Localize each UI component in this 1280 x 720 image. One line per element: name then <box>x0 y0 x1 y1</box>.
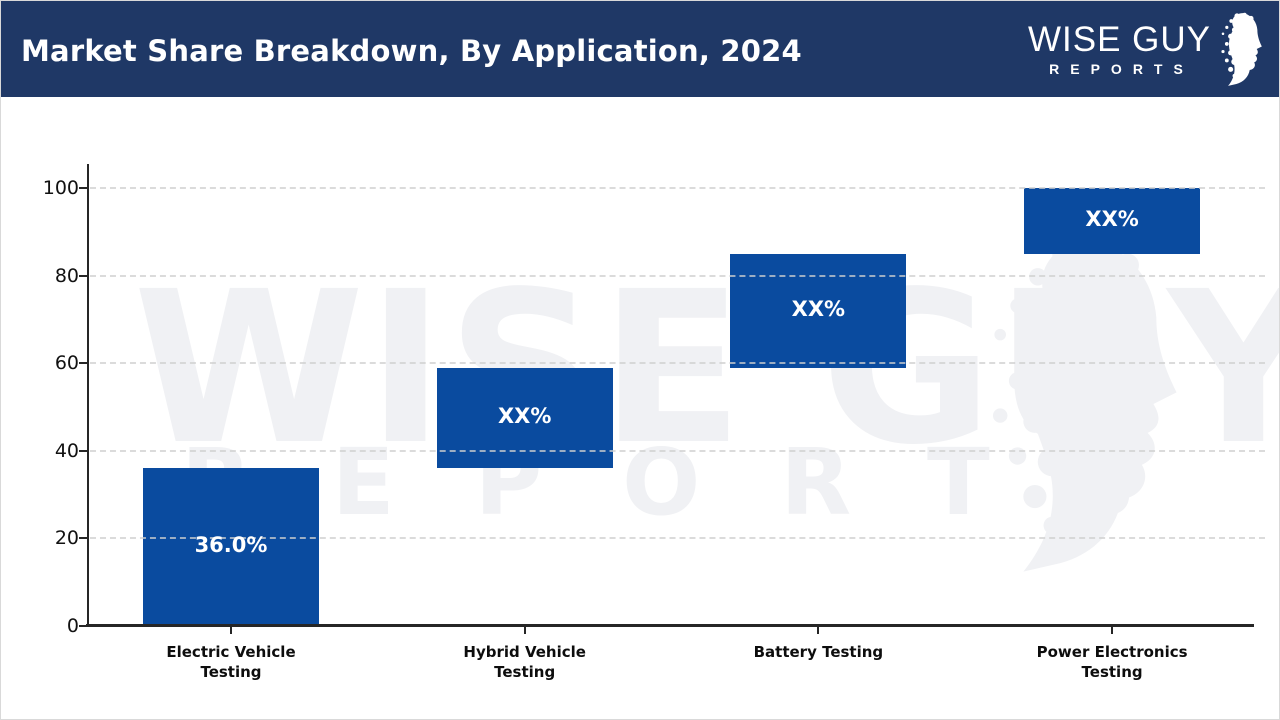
x-category-label-line: Battery Testing <box>753 643 884 661</box>
brand-logo: WISE GUY REPORTS <box>1028 10 1265 88</box>
x-tick-mark-battery-testing <box>817 627 820 634</box>
x-category-label-power-electronics-testing: Power Electronics Testing <box>962 642 1262 682</box>
y-tick-label-20: 20 <box>54 527 79 550</box>
x-category-label-line: Testing <box>494 663 556 681</box>
x-category-label-line: Electric Vehicle <box>166 643 296 661</box>
brand-logo-subtitle: REPORTS <box>1049 61 1194 77</box>
gridline-80 <box>90 274 1265 277</box>
y-tick-label-100: 100 <box>42 177 79 199</box>
bar-value-label-electric-vehicle-testing: 36.0% <box>194 533 268 558</box>
brand-logo-name: WISE GUY <box>1027 20 1211 59</box>
gridline-40 <box>90 449 1265 452</box>
bar-value-label-power-electronics-testing: XX% <box>1085 206 1139 231</box>
gridline-20 <box>90 537 1265 540</box>
x-tick-mark-power-electronics-testing <box>1111 627 1114 634</box>
y-tick-label-40: 40 <box>54 439 79 462</box>
y-tick-mark-60 <box>79 362 88 365</box>
bar-value-label-hybrid-vehicle-testing: XX% <box>497 403 552 428</box>
x-category-label-line: Testing <box>1081 663 1143 681</box>
x-category-label-electric-vehicle-testing: Electric Vehicle Testing <box>81 642 381 682</box>
y-axis-spine <box>87 164 89 627</box>
bar-battery-testing <box>730 253 907 368</box>
bar-electric-vehicle-testing <box>143 468 319 626</box>
y-tick-label-0: 0 <box>66 615 79 637</box>
brand-logo-text: WISE GUY REPORTS <box>1028 20 1211 78</box>
brand-face-icon <box>1221 12 1262 86</box>
x-category-label-line: Testing <box>200 663 262 681</box>
x-tick-mark-hybrid-vehicle-testing <box>523 627 526 634</box>
gridline-100 <box>90 187 1265 189</box>
watermark-reports-text: REPORTS <box>181 429 1217 536</box>
x-tick-mark-electric-vehicle-testing <box>230 627 232 634</box>
gridline-60 <box>90 362 1265 365</box>
bar-power-electronics-testing <box>1024 188 1201 254</box>
y-tick-mark-100 <box>79 187 88 189</box>
x-category-label-line: Power Electronics <box>1036 643 1188 661</box>
y-tick-label-80: 80 <box>54 264 79 287</box>
y-tick-mark-0 <box>79 625 88 627</box>
x-category-label-battery-testing: Battery Testing <box>668 642 968 662</box>
x-category-label-hybrid-vehicle-testing: Hybrid Vehicle Testing <box>375 642 675 682</box>
x-axis-spine <box>86 624 1254 627</box>
y-tick-mark-20 <box>79 537 88 540</box>
header-bar: Market Share Breakdown, By Application, … <box>1 1 1279 97</box>
x-category-label-line: Hybrid Vehicle <box>463 643 586 661</box>
y-tick-mark-80 <box>79 274 88 277</box>
y-tick-label-60: 60 <box>54 352 79 375</box>
page-title: Market Share Breakdown, By Application, … <box>21 34 802 68</box>
y-tick-mark-40 <box>79 449 88 452</box>
bar-value-label-battery-testing: XX% <box>791 296 846 321</box>
